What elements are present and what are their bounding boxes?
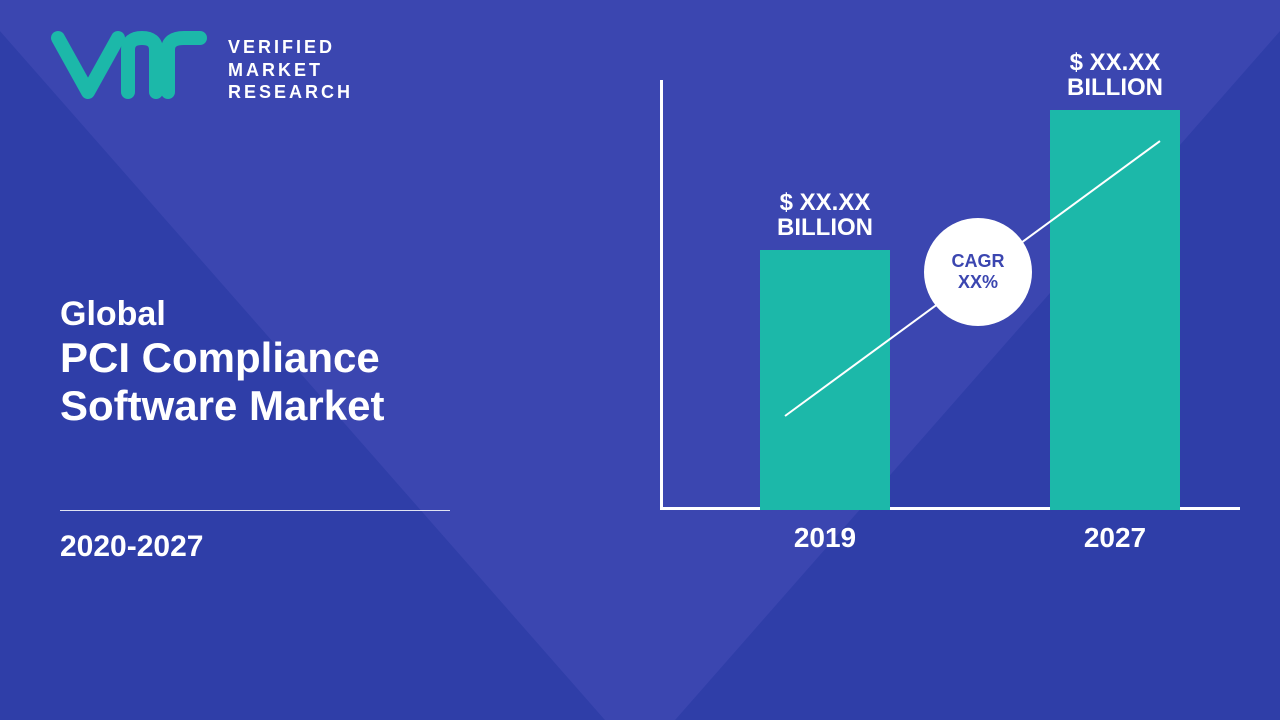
title-line-2: PCI Compliance xyxy=(60,334,384,382)
y-axis-line xyxy=(660,80,663,510)
bar-value-label: $ XX.XX BILLION xyxy=(1030,50,1200,100)
logo-text-line: VERIFIED xyxy=(228,36,353,59)
cagr-value: XX% xyxy=(958,272,998,293)
market-size-bar-chart: $ XX.XX BILLION2019$ XX.XX BILLION2027CA… xyxy=(660,80,1240,510)
bar-year-label: 2027 xyxy=(1030,522,1200,554)
cagr-badge: CAGRXX% xyxy=(924,218,1032,326)
title-line-1: Global xyxy=(60,295,384,334)
brand-logo: VERIFIED MARKET RESEARCH xyxy=(50,30,353,110)
title-divider xyxy=(60,510,450,511)
forecast-period: 2020-2027 xyxy=(60,530,203,564)
chart-bar xyxy=(1050,110,1180,510)
logo-text-line: RESEARCH xyxy=(228,81,353,104)
logo-mark-icon xyxy=(50,30,210,110)
logo-text-line: MARKET xyxy=(228,59,353,82)
title-block: Global PCI Compliance Software Market xyxy=(60,295,384,431)
cagr-label: CAGR xyxy=(952,251,1005,272)
chart-bar xyxy=(760,250,890,510)
logo-text: VERIFIED MARKET RESEARCH xyxy=(228,36,353,104)
title-line-3: Software Market xyxy=(60,382,384,430)
bar-value-label: $ XX.XX BILLION xyxy=(740,190,910,240)
bar-year-label: 2019 xyxy=(740,522,910,554)
